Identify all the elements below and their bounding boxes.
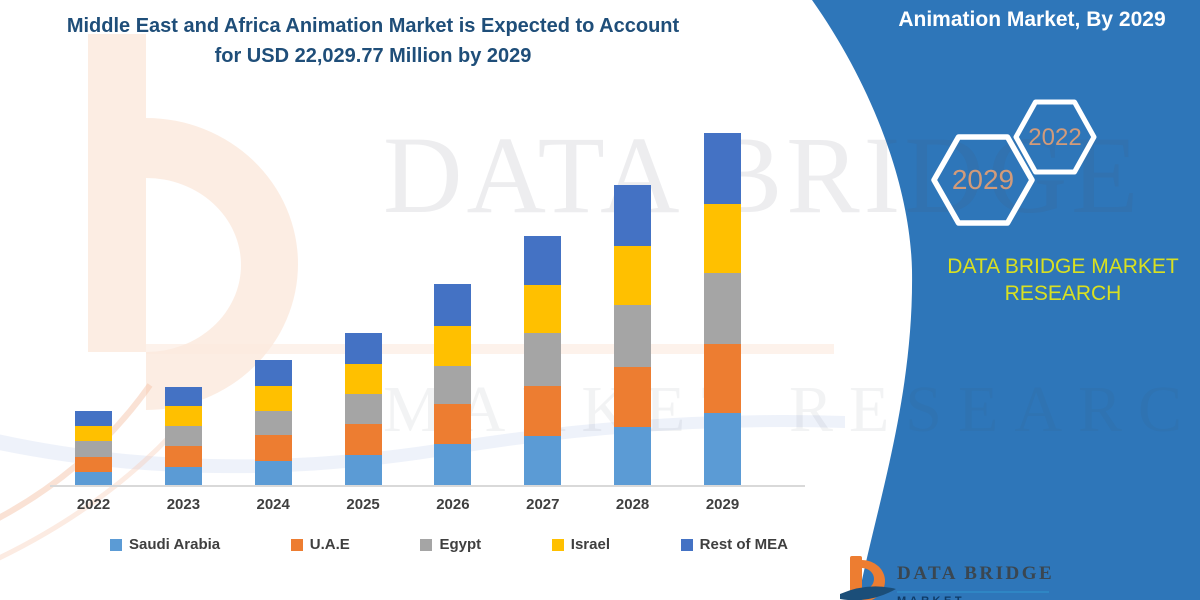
bar-segment-rest-of-mea-2023 xyxy=(164,386,202,406)
brand-name-line1: DATA BRIDGE MARKET xyxy=(947,255,1179,278)
bar-segment-rest-of-mea-2024 xyxy=(254,359,292,387)
bar-segment-saudi-arabia-2024 xyxy=(254,460,292,485)
bar-2029 xyxy=(704,133,741,485)
bar-segment-u-a-e-2029 xyxy=(704,343,741,413)
watermark-b-bowl xyxy=(146,118,298,410)
footer-logo-subtext: MARKET RESEARCH xyxy=(897,591,1049,600)
bar-segment-rest-of-mea-2026 xyxy=(434,284,472,326)
x-axis-label-2027: 2027 xyxy=(526,496,560,513)
bar-segment-u-a-e-2026 xyxy=(434,404,472,444)
legend-label-rest-of-mea: Rest of MEA xyxy=(699,536,788,553)
bar-2023 xyxy=(164,386,202,485)
bar-segment-egypt-2026 xyxy=(434,365,472,405)
x-axis-label-2025: 2025 xyxy=(346,496,380,513)
legend-swatch-rest-of-mea xyxy=(680,538,693,551)
bar-segment-saudi-arabia-2025 xyxy=(344,454,382,485)
bar-segment-saudi-arabia-2029 xyxy=(704,412,741,485)
watermark-b-stem xyxy=(88,34,146,352)
bar-segment-saudi-arabia-2026 xyxy=(434,443,472,485)
bar-segment-u-a-e-2028 xyxy=(614,366,652,427)
brand-name: DATA BRIDGE MARKET RESEARCH xyxy=(930,253,1196,307)
bar-segment-israel-2022 xyxy=(75,425,112,442)
bar-segment-u-a-e-2027 xyxy=(524,385,562,436)
footer-logo-icon xyxy=(840,556,896,600)
bar-segment-egypt-2022 xyxy=(75,441,112,457)
legend-label-egypt: Egypt xyxy=(439,536,482,553)
hexagon-2022-icon xyxy=(1013,99,1097,175)
bar-segment-saudi-arabia-2023 xyxy=(164,466,202,485)
legend-item-rest-of-mea: Rest of MEA xyxy=(680,536,788,553)
x-axis-line xyxy=(50,485,805,487)
bar-segment-saudi-arabia-2022 xyxy=(75,471,112,485)
legend-swatch-u-a-e xyxy=(290,538,303,551)
bar-segment-rest-of-mea-2027 xyxy=(524,235,562,285)
hexagon-label-2029: 2029 xyxy=(951,164,1015,195)
bar-segment-saudi-arabia-2028 xyxy=(614,426,652,485)
watermark-band xyxy=(146,344,834,354)
bar-2028 xyxy=(614,185,652,485)
legend-item-u-a-e: U.A.E xyxy=(290,536,350,553)
brand-name-line2: RESEARCH xyxy=(1004,282,1122,305)
stacked-bar-chart: 2022 2023 2024 2025 2026 2027 2028 2029 Saudi A… xyxy=(50,133,805,553)
x-axis-label-2029: 2029 xyxy=(705,496,740,513)
x-axis-label-2023: 2023 xyxy=(166,496,201,513)
bar-segment-saudi-arabia-2027 xyxy=(524,435,562,485)
bar-segment-israel-2027 xyxy=(524,284,562,334)
chart-title-line2: for USD 22,029.77 Million by 2029 xyxy=(214,45,532,67)
legend-swatch-israel xyxy=(551,538,564,551)
bar-segment-egypt-2025 xyxy=(344,394,382,425)
bar-segment-israel-2025 xyxy=(344,364,382,395)
bar-segment-u-a-e-2022 xyxy=(75,456,112,472)
footer-logo-swoosh-icon xyxy=(840,586,896,600)
bar-segment-rest-of-mea-2029 xyxy=(704,133,741,204)
hexagon-2029-icon xyxy=(931,134,1035,226)
bar-segment-egypt-2027 xyxy=(524,333,562,386)
bar-segment-israel-2026 xyxy=(434,325,472,366)
legend-item-egypt: Egypt xyxy=(420,536,481,553)
bar-segment-egypt-2024 xyxy=(254,410,292,435)
bar-segment-israel-2024 xyxy=(254,386,292,411)
bar-segment-israel-2023 xyxy=(164,405,202,426)
bar-segment-israel-2029 xyxy=(704,204,741,273)
legend-item-israel: Israel xyxy=(551,536,610,553)
bar-segment-rest-of-mea-2025 xyxy=(344,333,382,365)
legend-swatch-saudi-arabia xyxy=(110,538,122,551)
bar-2027 xyxy=(524,235,562,485)
x-axis-label-2028: 2028 xyxy=(615,496,650,513)
legend-label-u-a-e: U.A.E xyxy=(309,536,350,553)
chart-legend: Saudi Arabia U.A.E Egypt Israel Rest of MEA xyxy=(110,536,788,553)
panel-heading: Animation Market, By 2029 xyxy=(898,8,1166,31)
chart-title-line1: Middle East and Africa Animation Market … xyxy=(66,15,680,37)
side-panel-shape xyxy=(812,0,1200,600)
legend-item-saudi-arabia: Saudi Arabia xyxy=(110,536,220,553)
bar-segment-rest-of-mea-2028 xyxy=(614,185,652,246)
footer-logo-text: DATA BRIDGE xyxy=(897,563,1055,584)
legend-label-israel: Israel xyxy=(570,536,610,553)
bar-2024 xyxy=(254,359,292,485)
legend-swatch-egypt xyxy=(420,538,433,551)
bar-2026 xyxy=(434,284,472,485)
bar-segment-egypt-2029 xyxy=(704,273,741,344)
bar-2025 xyxy=(344,333,382,485)
x-axis-label-2024: 2024 xyxy=(256,496,290,513)
bar-segment-israel-2028 xyxy=(614,246,652,305)
x-axis-label-2022: 2022 xyxy=(76,496,111,513)
legend-label-saudi-arabia: Saudi Arabia xyxy=(129,536,221,553)
bar-segment-u-a-e-2025 xyxy=(344,424,382,455)
bar-segment-rest-of-mea-2022 xyxy=(75,411,112,426)
x-axis-label-2026: 2026 xyxy=(436,496,470,513)
chart-title: Middle East and Africa Animation Market … xyxy=(12,11,734,71)
bar-segment-egypt-2023 xyxy=(164,425,202,446)
hexagon-label-2022: 2022 xyxy=(1028,124,1082,151)
bar-segment-egypt-2028 xyxy=(614,305,652,367)
bar-2022 xyxy=(75,411,112,485)
bar-segment-u-a-e-2023 xyxy=(164,445,202,467)
bar-segment-u-a-e-2024 xyxy=(254,434,292,461)
